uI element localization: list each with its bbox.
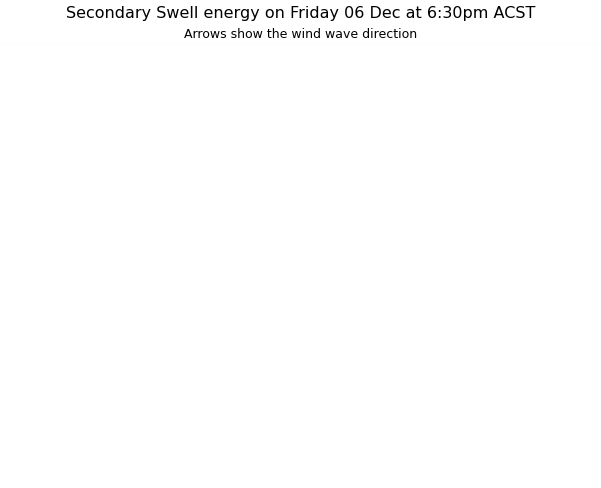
- Text: Map requires cartopy: Map requires cartopy: [212, 257, 389, 275]
- Text: Secondary Swell energy on Friday 06 Dec at 6:30pm ACST: Secondary Swell energy on Friday 06 Dec …: [66, 6, 535, 20]
- Text: Arrows show the wind wave direction: Arrows show the wind wave direction: [184, 28, 417, 41]
